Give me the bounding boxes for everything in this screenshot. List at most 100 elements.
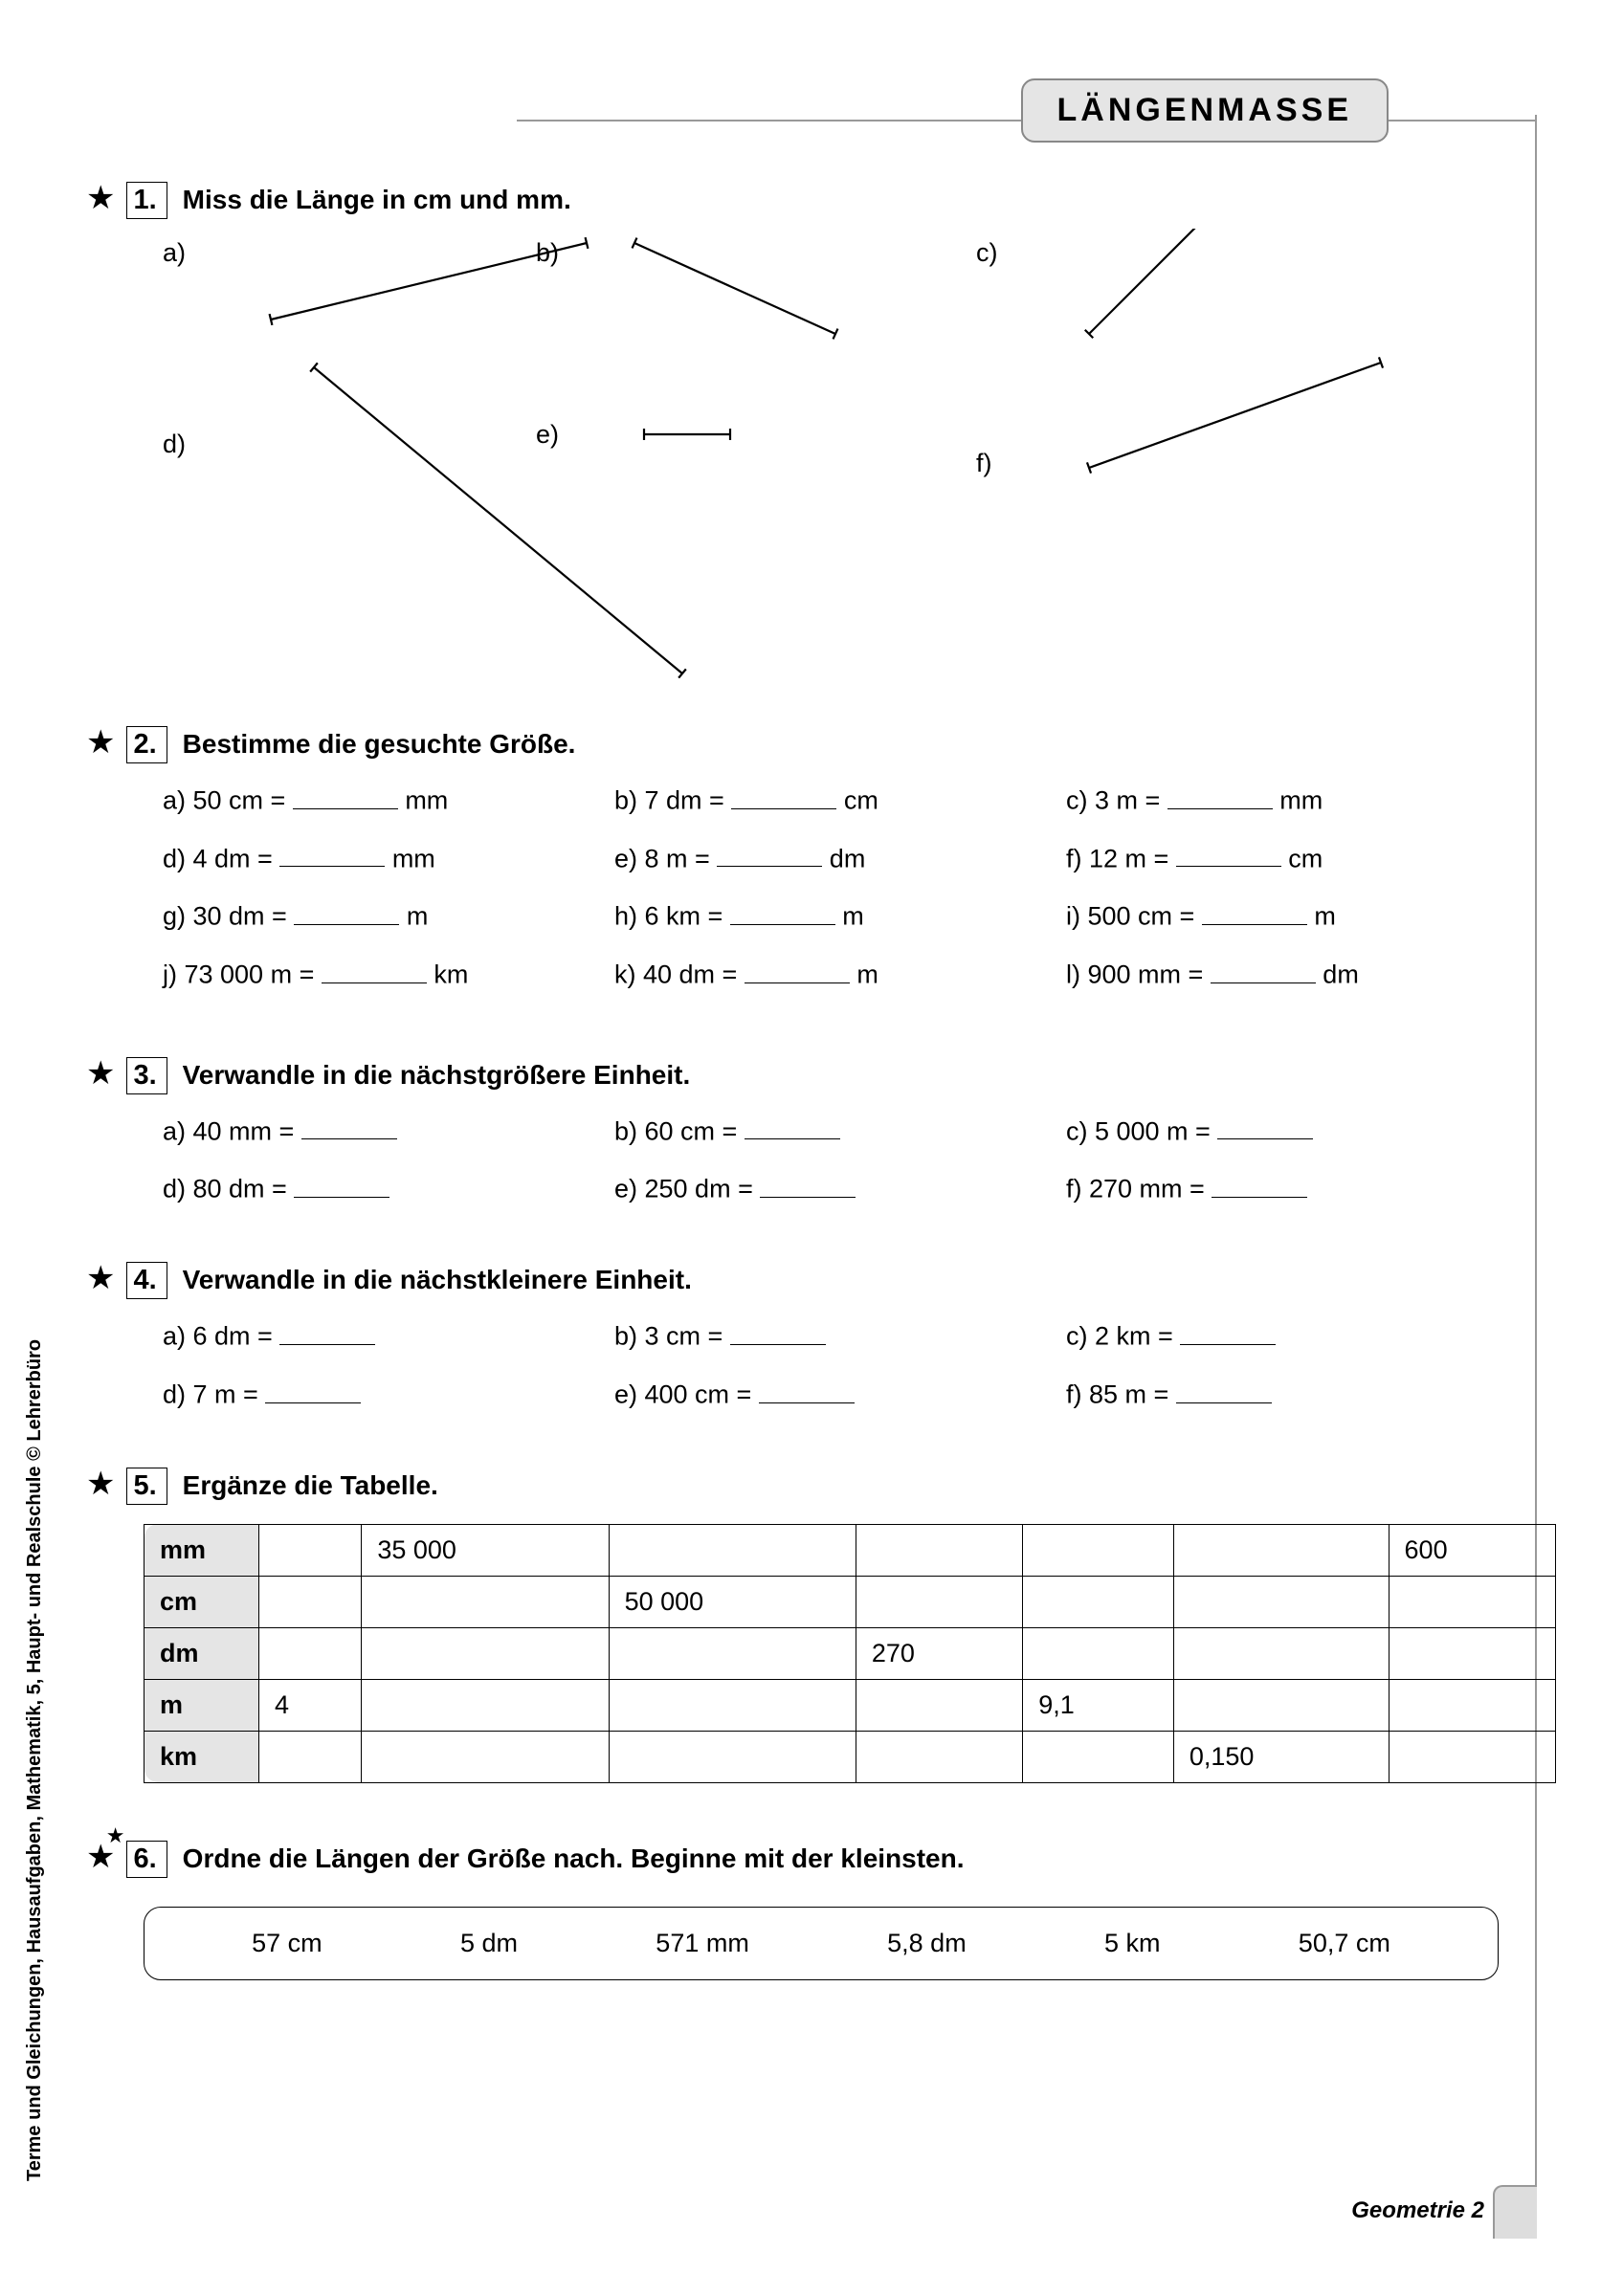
star-icon: ★: [86, 726, 115, 759]
exercise-number: 2.: [126, 726, 167, 763]
answer-blank[interactable]: [293, 781, 398, 809]
answer-blank[interactable]: [279, 839, 385, 868]
exercise-3: ★ 3. Verwandle in die nächstgrößere Einh…: [86, 1057, 1499, 1204]
sort-value: 5 km: [1104, 1929, 1161, 1958]
answer-blank[interactable]: [759, 1375, 855, 1403]
measure-line: [314, 367, 682, 673]
conversion-item: e) 400 cm =: [614, 1375, 1047, 1410]
answer-blank[interactable]: [1212, 1169, 1307, 1198]
answer-blank[interactable]: [731, 781, 836, 809]
table-cell[interactable]: 600: [1389, 1524, 1555, 1576]
table-cell[interactable]: [1173, 1679, 1389, 1731]
table-cell[interactable]: [1173, 1576, 1389, 1627]
table-cell[interactable]: [1389, 1731, 1555, 1782]
answer-blank[interactable]: [730, 896, 835, 925]
table-cell[interactable]: [609, 1679, 856, 1731]
answer-blank[interactable]: [294, 1169, 389, 1198]
answer-blank[interactable]: [745, 1112, 840, 1140]
answer-blank[interactable]: [745, 955, 850, 983]
exercise-prompt: Verwandle in die nächstkleinere Einheit.: [183, 1265, 692, 1295]
right-margin-rule: [1535, 115, 1537, 2239]
table-cell[interactable]: [1173, 1524, 1389, 1576]
exercise-prompt: Ergänze die Tabelle.: [183, 1470, 438, 1501]
answer-blank[interactable]: [294, 896, 399, 925]
table-cell[interactable]: [362, 1679, 609, 1731]
measure-line: [271, 243, 587, 320]
table-cell[interactable]: [1023, 1731, 1174, 1782]
star-icon: ★: [106, 1825, 125, 1846]
table-cell[interactable]: [259, 1627, 362, 1679]
conversion-item: e) 8 m = dm: [614, 839, 1047, 874]
table-cell[interactable]: 0,150: [1173, 1731, 1389, 1782]
answer-blank[interactable]: [1217, 1112, 1313, 1140]
conversion-item: d) 4 dm = mm: [163, 839, 595, 874]
answer-blank[interactable]: [322, 955, 427, 983]
table-cell[interactable]: [1173, 1627, 1389, 1679]
table-cell[interactable]: [856, 1679, 1022, 1731]
star-icon: ★: [86, 182, 115, 214]
measure-line: [634, 243, 835, 334]
answer-blank[interactable]: [1180, 1316, 1276, 1345]
table-cell[interactable]: [609, 1524, 856, 1576]
sort-value: 571 mm: [656, 1929, 749, 1958]
star-icon: ★: [86, 1262, 115, 1294]
table-cell[interactable]: 4: [259, 1679, 362, 1731]
answer-blank[interactable]: [301, 1112, 397, 1140]
conversion-item: k) 40 dm = m: [614, 955, 1047, 990]
conversion-item: b) 7 dm = cm: [614, 781, 1047, 816]
answer-blank[interactable]: [760, 1169, 856, 1198]
measure-line: [1089, 363, 1381, 468]
conversion-item: b) 3 cm =: [614, 1316, 1047, 1352]
conversion-table: mm35 000600cm50 000dm270m49,1km0,150: [144, 1524, 1556, 1783]
table-cell[interactable]: [362, 1627, 609, 1679]
footer-tab: [1493, 2185, 1537, 2239]
exercise-prompt: Miss die Länge in cm und mm.: [183, 185, 571, 215]
exercise-1: ★ 1. Miss die Länge in cm und mm. a) b) …: [86, 182, 1499, 678]
table-cell[interactable]: 35 000: [362, 1524, 609, 1576]
answer-blank[interactable]: [1167, 781, 1273, 809]
table-cell[interactable]: [259, 1576, 362, 1627]
table-cell[interactable]: [1389, 1679, 1555, 1731]
sort-value: 50,7 cm: [1299, 1929, 1390, 1958]
table-cell[interactable]: [1023, 1524, 1174, 1576]
exercise-number: 6.: [126, 1841, 167, 1878]
sort-value: 5,8 dm: [887, 1929, 967, 1958]
lines-svg: [163, 229, 1499, 678]
table-cell[interactable]: [259, 1731, 362, 1782]
conversion-item: c) 2 km =: [1066, 1316, 1499, 1352]
measure-line: [1089, 229, 1233, 334]
table-cell[interactable]: [1023, 1576, 1174, 1627]
sort-value: 57 cm: [252, 1929, 322, 1958]
answer-blank[interactable]: [717, 839, 822, 868]
table-cell[interactable]: [259, 1524, 362, 1576]
exercise-6: ★ ★ 6. Ordne die Längen der Größe nach. …: [86, 1841, 1499, 1980]
table-cell[interactable]: [1023, 1627, 1174, 1679]
answer-blank[interactable]: [1202, 896, 1307, 925]
exercise-number: 1.: [126, 182, 167, 219]
conversion-item: i) 500 cm = m: [1066, 896, 1499, 932]
table-cell[interactable]: [856, 1524, 1022, 1576]
answer-blank[interactable]: [1176, 839, 1281, 868]
exercise-number: 4.: [126, 1262, 167, 1299]
conversion-item: f) 270 mm =: [1066, 1169, 1499, 1204]
table-cell[interactable]: [362, 1576, 609, 1627]
table-cell[interactable]: [1389, 1627, 1555, 1679]
table-cell[interactable]: [856, 1576, 1022, 1627]
table-cell[interactable]: 9,1: [1023, 1679, 1174, 1731]
answer-blank[interactable]: [1211, 955, 1316, 983]
table-row-header: m: [145, 1679, 259, 1731]
table-cell[interactable]: [609, 1627, 856, 1679]
table-cell[interactable]: 50 000: [609, 1576, 856, 1627]
sort-values-box: 57 cm5 dm571 mm5,8 dm5 km50,7 cm: [144, 1907, 1499, 1980]
conversion-item: h) 6 km = m: [614, 896, 1047, 932]
answer-blank[interactable]: [1176, 1375, 1272, 1403]
table-cell[interactable]: 270: [856, 1627, 1022, 1679]
conversion-item: b) 60 cm =: [614, 1112, 1047, 1147]
table-cell[interactable]: [1389, 1576, 1555, 1627]
table-cell[interactable]: [609, 1731, 856, 1782]
answer-blank[interactable]: [730, 1316, 826, 1345]
answer-blank[interactable]: [279, 1316, 375, 1345]
table-cell[interactable]: [362, 1731, 609, 1782]
answer-blank[interactable]: [265, 1375, 361, 1403]
table-cell[interactable]: [856, 1731, 1022, 1782]
